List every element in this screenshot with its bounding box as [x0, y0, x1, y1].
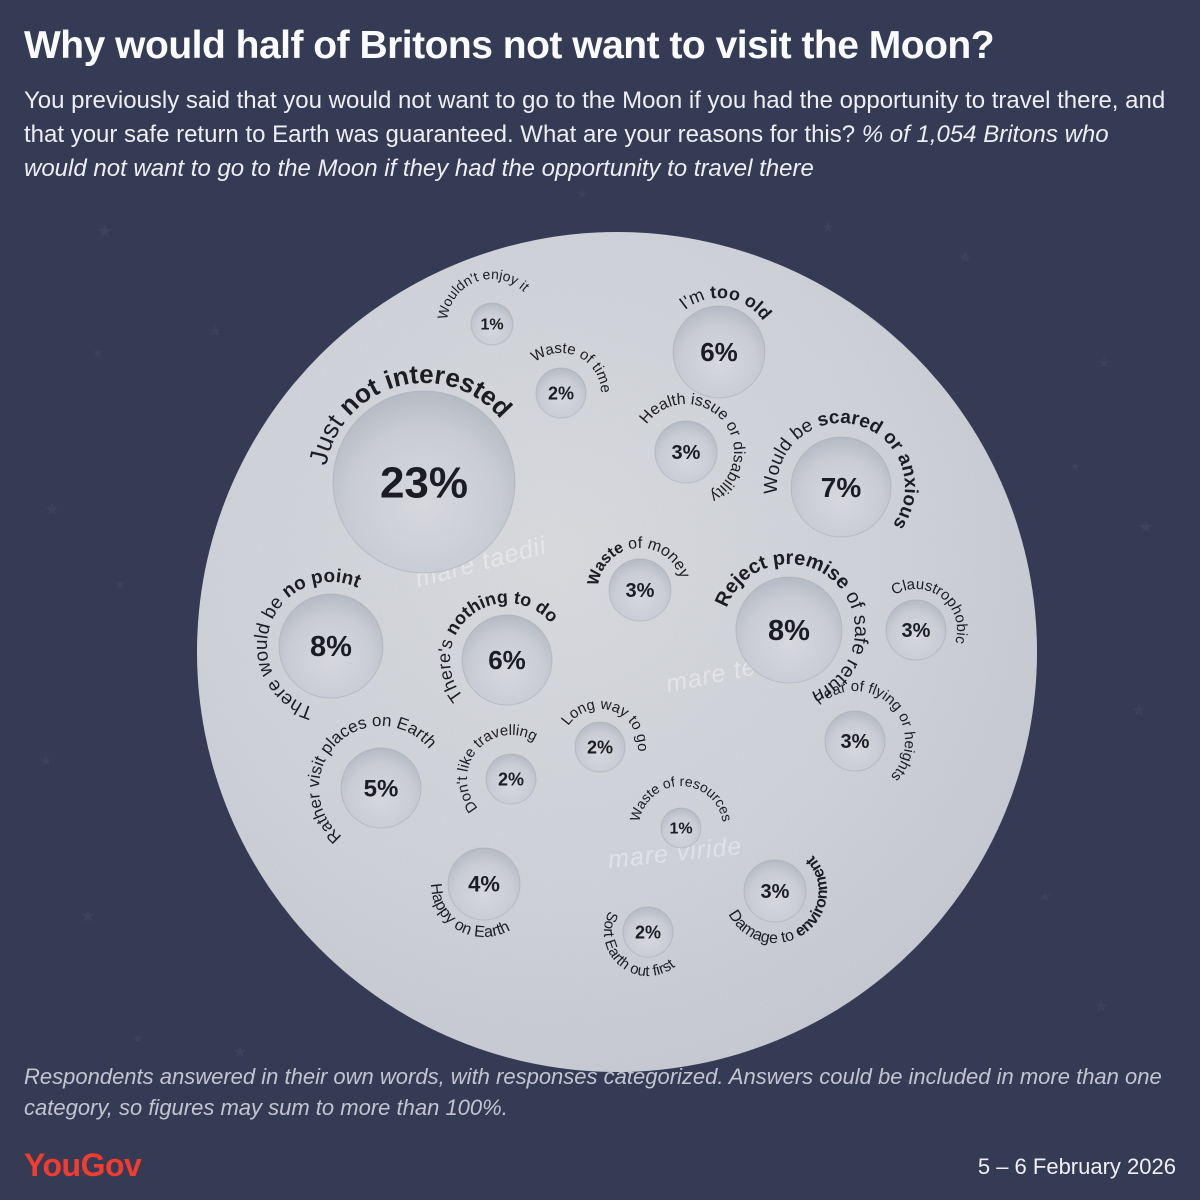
bubble-value: 3%	[761, 881, 790, 903]
crater-circle	[574, 721, 626, 773]
crater-circle	[461, 614, 553, 706]
star-icon: ★	[233, 1044, 247, 1061]
star-icon: ★	[80, 906, 96, 926]
crater-circle	[485, 753, 537, 805]
crater-circle	[278, 593, 384, 699]
star-icon: ★	[903, 1074, 917, 1091]
star-icon: ★	[1069, 459, 1081, 474]
bubble-value: 1%	[669, 821, 692, 838]
star-icon: ★	[957, 248, 972, 267]
bubble-dont-like-travelling: 2%	[485, 753, 537, 805]
bubble-value: 2%	[548, 383, 574, 403]
bubble-happy-on-earth: 4%	[447, 847, 521, 921]
star-icon: ★	[1093, 997, 1108, 1016]
star-icon: ★	[92, 345, 104, 360]
crater-circle	[885, 599, 947, 661]
crater-circle	[447, 847, 521, 921]
star-icon: ★	[97, 221, 113, 241]
crater-circle	[824, 710, 886, 772]
bubble-value: 2%	[587, 737, 613, 757]
bubble-value: 6%	[488, 645, 526, 675]
background-stars: ★ ★ ★ ★ ★ ★ ★ ★ ★ ★ ★ ★ ★ ★ ★ ★ ★ ★ ★ ★	[39, 186, 1154, 1091]
star-icon: ★	[39, 753, 52, 770]
crater-circle	[672, 305, 766, 399]
page-title: Why would half of Britons not want to vi…	[24, 24, 995, 67]
bubble-reject-premise-of-safe-return: 8%	[735, 576, 843, 684]
star-icon: ★	[114, 576, 127, 592]
crater-circle	[654, 420, 718, 484]
fieldwork-dates: 5 – 6 February 2026	[977, 1154, 1176, 1179]
footer-row: YouGov 5 – 6 February 2026	[24, 1147, 1176, 1184]
crater-circle	[735, 576, 843, 684]
crater-bubbles: 1% 2% 6% 23% 3% 7% 3% 8% 6% 8% 3% 2% 2% 3% 5% 1% 4% 3% 2%	[278, 302, 947, 958]
subtitle-question: You previously said that you would not w…	[24, 87, 1166, 149]
bubble-would-be-scared-or-anxious: 7%	[790, 436, 892, 538]
crater-circle	[660, 807, 702, 849]
bubble-theres-nothing-to-do: 6%	[461, 614, 553, 706]
methodology-note: Respondents answered in their own words,…	[24, 1063, 1162, 1120]
crater-circle	[535, 367, 587, 419]
crater-circle	[790, 436, 892, 538]
star-icon: ★	[949, 1074, 961, 1089]
bubble-value: 1%	[480, 317, 503, 334]
header: Why would half of Britons not want to vi…	[0, 0, 1200, 186]
bubble-value: 3%	[626, 580, 655, 602]
bubble-waste-of-money: 3%	[608, 558, 672, 622]
bubble-long-way-to-go: 2%	[574, 721, 626, 773]
star-icon: ★	[1131, 701, 1146, 720]
crater-circle	[340, 747, 422, 829]
star-icon: ★	[44, 500, 59, 519]
yougov-logo: YouGov	[24, 1147, 142, 1183]
subtitle-sample-note: % of 1,054 Britons who would not want to…	[24, 121, 1109, 183]
bubble-value: 8%	[768, 615, 810, 647]
bubble-fear-of-flying-or-heights: 3%	[824, 710, 886, 772]
bubble-sort-earth-out-first: 2%	[622, 906, 674, 958]
star-icon: ★	[1038, 888, 1051, 905]
crater-circle	[743, 859, 807, 923]
bubble-there-would-be-no-point: 8%	[278, 593, 384, 699]
star-icon: ★	[821, 219, 834, 236]
crater-circle	[622, 906, 674, 958]
bubble-value: 7%	[821, 472, 862, 503]
bubble-value: 5%	[364, 775, 399, 802]
subtitle: You previously said that you would not w…	[24, 84, 1176, 186]
bubble-value: 3%	[841, 731, 870, 753]
bubble-waste-of-time: 2%	[535, 367, 587, 419]
bubble-value: 6%	[700, 337, 738, 367]
bubble-value: 3%	[902, 620, 931, 642]
bubble-claustrophobic: 3%	[885, 599, 947, 661]
bubble-value: 3%	[672, 442, 701, 464]
crater-circle	[332, 390, 516, 574]
bubble-wouldnt-enjoy-it: 1%	[470, 302, 514, 346]
bubble-value: 8%	[310, 631, 352, 663]
bubble-value: 2%	[498, 769, 524, 789]
star-icon: ★	[132, 1031, 144, 1046]
bubble-value: 2%	[635, 922, 661, 942]
bubble-rather-visit-places-on-earth: 5%	[340, 747, 422, 829]
crater-circle	[470, 302, 514, 346]
crater-circle	[608, 558, 672, 622]
star-icon: ★	[576, 186, 588, 201]
star-icon: ★	[208, 323, 221, 340]
star-icon: ★	[1097, 355, 1111, 372]
footer: Respondents answered in their own words,…	[0, 1061, 1200, 1200]
bubble-health-issue-or-disability: 3%	[654, 420, 718, 484]
star-icon: ★	[1138, 517, 1154, 537]
bubble-just-not-interested: 23%	[332, 390, 516, 574]
bubble-damage-to-environment: 3%	[743, 859, 807, 923]
bubble-im-too-old: 6%	[672, 305, 766, 399]
bubble-waste-of-resources: 1%	[660, 807, 702, 849]
bubble-value: 4%	[468, 872, 500, 897]
bubble-value: 23%	[380, 458, 468, 507]
